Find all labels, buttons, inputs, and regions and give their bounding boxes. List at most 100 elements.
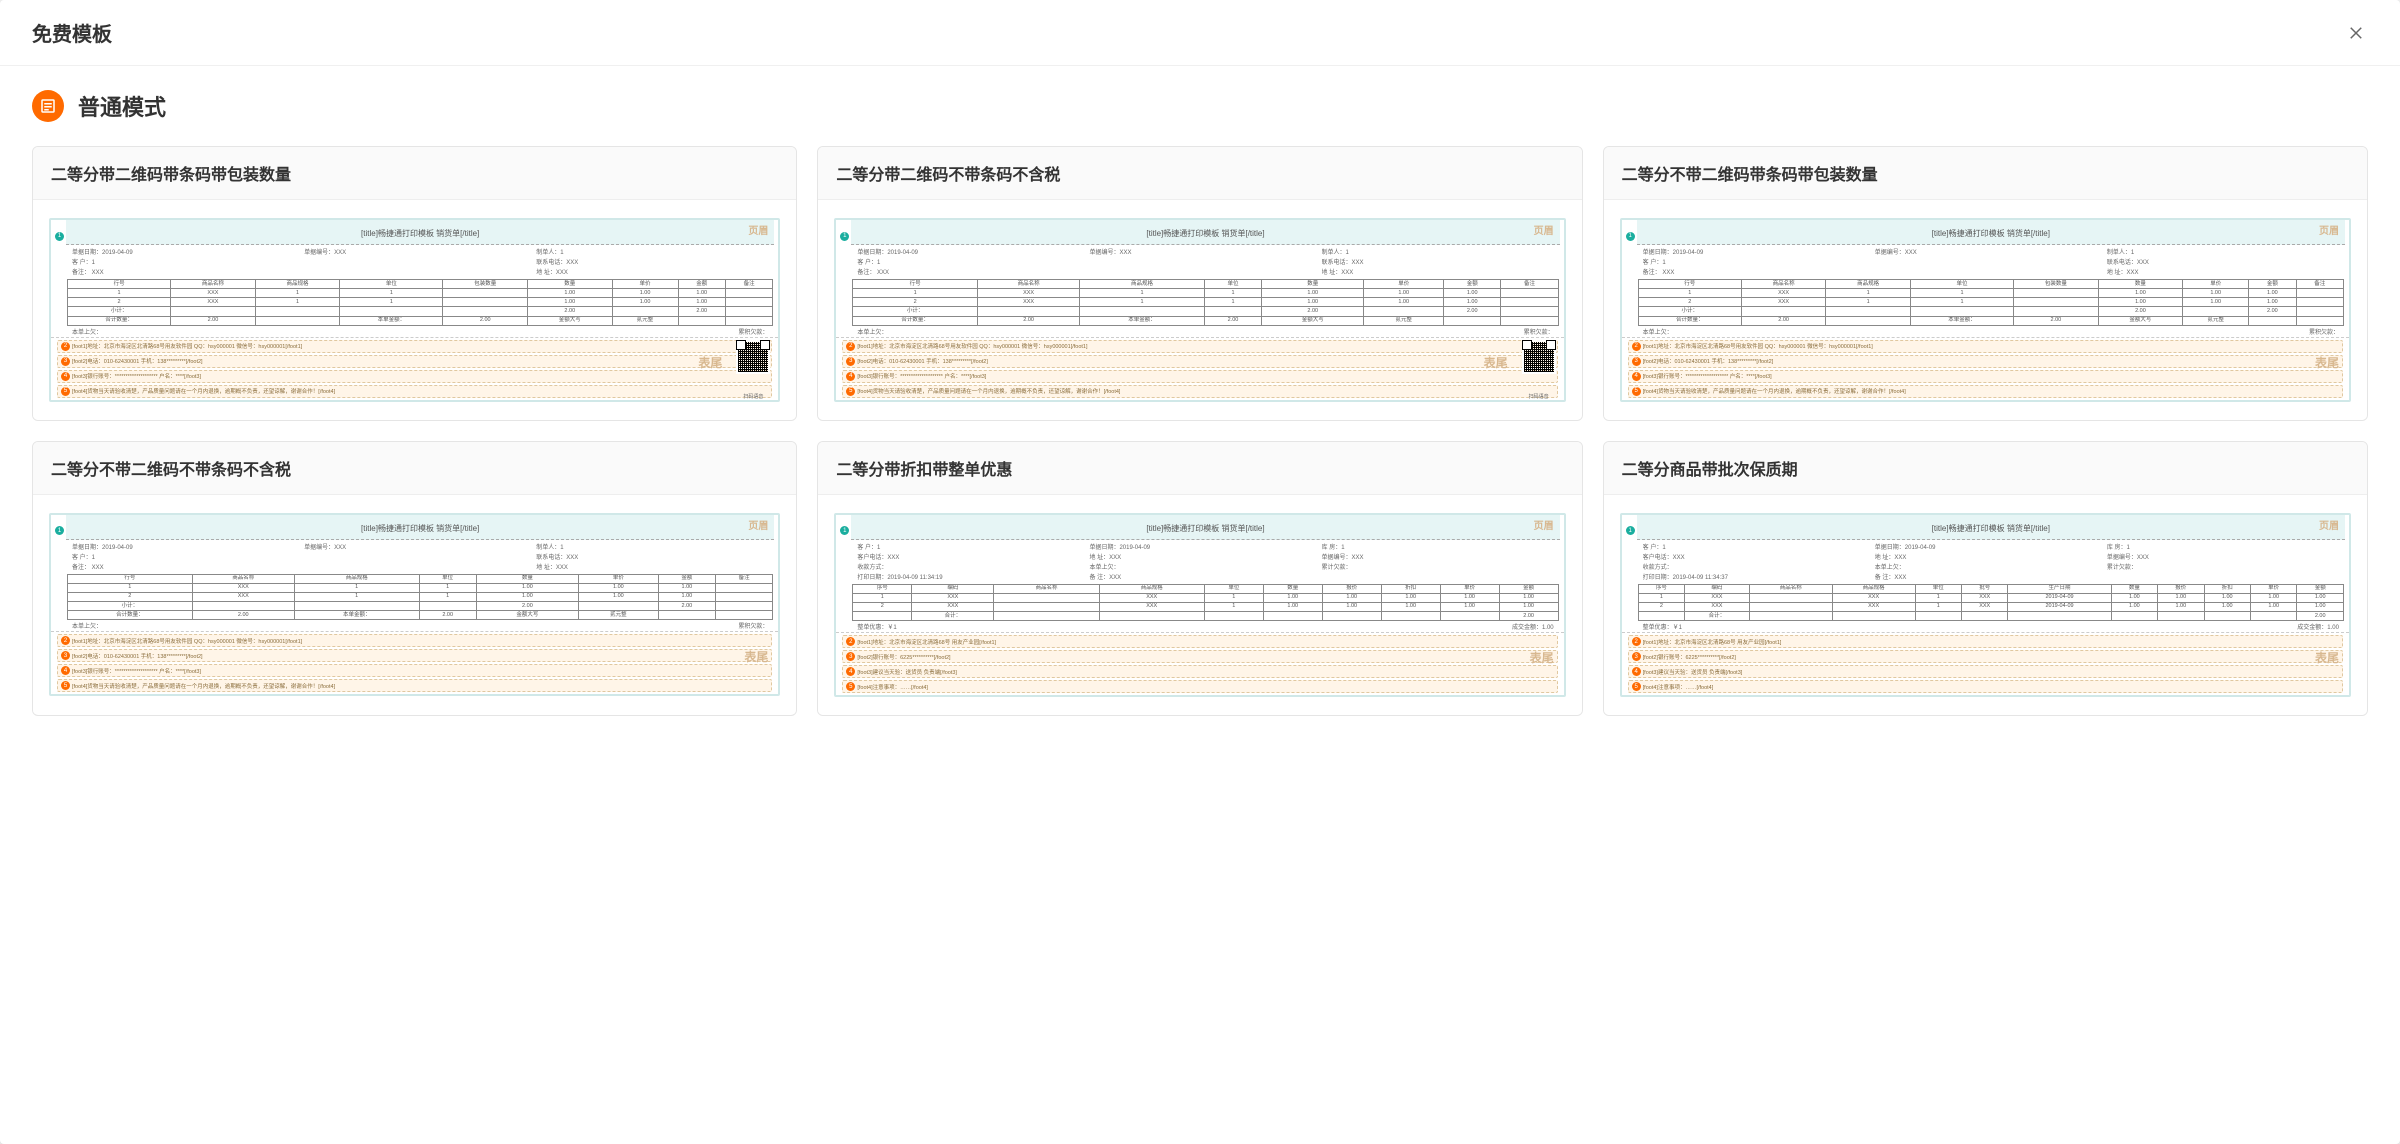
- qr-code-icon: [736, 340, 770, 374]
- preview-footer-row: 本单上欠：累积欠款：: [851, 326, 1559, 337]
- foot-line: 2[foot1]地址：北京市海淀区北清路68号用友软件园 QQ：hsy00000…: [57, 634, 772, 647]
- preview-title: [title]畅捷通打印模板 销货单[/title]: [361, 229, 479, 238]
- preview-title: [title]畅捷通打印模板 销货单[/title]: [1146, 524, 1264, 533]
- foot-bullet-icon: 5: [61, 681, 70, 690]
- foot-line: 5[foot4]货物当天请验收清楚，产品质量问题请在一个月内退换，逾期概不负责，…: [57, 385, 772, 398]
- preview-document: 1 [title]畅捷通打印模板 销货单[/title] 页眉 客 户：1单据日…: [834, 513, 1565, 698]
- foot-bullet-icon: 5: [846, 682, 855, 691]
- preview-meta: 单据日期：2019-04-09单据编号：XXX制单人：1 客 户：1联系电话：X…: [1637, 245, 2345, 279]
- foot-bullet-icon: 5: [846, 387, 855, 396]
- preview-title: [title]畅捷通打印模板 销货单[/title]: [1932, 524, 2050, 533]
- foot-bullet-icon: 3: [61, 357, 70, 366]
- preview-title: [title]畅捷通打印模板 销货单[/title]: [1932, 229, 2050, 238]
- preview-footer-row: 本单上欠：累积欠款：: [66, 326, 774, 337]
- template-card[interactable]: 二等分带折扣带整单优惠 1 [title]畅捷通打印模板 销货单[/title]…: [817, 441, 1582, 717]
- template-modal: 免费模板 普通模式 二等分带二维码带条码带包装数量 1 [title]畅捷通打印…: [0, 0, 2400, 1144]
- preview-title-bar: [title]畅捷通打印模板 销货单[/title] 页眉: [851, 220, 1559, 245]
- preview-document: 1 [title]畅捷通打印模板 销货单[/title] 页眉 单据日期：201…: [1620, 218, 2351, 402]
- template-card-title: 二等分带二维码带条码带包装数量: [51, 161, 778, 185]
- template-card[interactable]: 二等分带二维码带条码带包装数量 1 [title]畅捷通打印模板 销货单[/ti…: [32, 146, 797, 421]
- header-bullet-icon: 1: [1626, 232, 1635, 241]
- preview-document: 1 [title]畅捷通打印模板 销货单[/title] 页眉 单据日期：201…: [49, 513, 780, 697]
- template-card-header: 二等分带折扣带整单优惠: [818, 442, 1581, 495]
- header-watermark: 页眉: [748, 517, 768, 532]
- template-card-preview: 1 [title]畅捷通打印模板 销货单[/title] 页眉 客 户：1单据日…: [1604, 495, 2367, 716]
- header-bullet-icon: 1: [55, 526, 64, 535]
- header-watermark: 页眉: [748, 222, 768, 237]
- preview-document: 1 [title]畅捷通打印模板 销货单[/title] 页眉 单据日期：201…: [49, 218, 780, 402]
- preview-footer: 表尾2[foot1]地址：北京市海淀区北清路68号 用友产业园[/foot1]3…: [836, 632, 1563, 693]
- section-mode-icon: [32, 90, 64, 122]
- foot-bullet-icon: 4: [1632, 372, 1641, 381]
- foot-bullet-icon: 3: [846, 357, 855, 366]
- template-card-header: 二等分带二维码带条码带包装数量: [33, 147, 796, 200]
- foot-line: 4[foot3]建议当天验：送货员 负责端[/foot3]: [1628, 665, 2343, 678]
- header-watermark: 页眉: [2319, 517, 2339, 532]
- preview-title-bar: [title]畅捷通打印模板 销货单[/title] 页眉: [1637, 515, 2345, 540]
- template-card-preview: 1 [title]畅捷通打印模板 销货单[/title] 页眉 单据日期：201…: [33, 495, 796, 715]
- footer-watermark: 表尾: [698, 354, 722, 371]
- close-icon: [2347, 24, 2365, 42]
- modal-body: 普通模式 二等分带二维码带条码带包装数量 1 [title]畅捷通打印模板 销货…: [0, 66, 2400, 1144]
- foot-line: 2[foot1]地址：北京市海淀区北清路68号 用友产业园[/foot1]: [842, 635, 1557, 648]
- preview-table: 序号编码商品名称商品规格单位数量报价折扣单价金额1XXXXXX11.001.00…: [852, 584, 1558, 622]
- footer-watermark: 表尾: [2315, 649, 2339, 666]
- template-card-preview: 1 [title]畅捷通打印模板 销货单[/title] 页眉 单据日期：201…: [1604, 200, 2367, 420]
- foot-bullet-icon: 2: [846, 637, 855, 646]
- header-bullet-icon: 1: [1626, 526, 1635, 535]
- preview-title-bar: [title]畅捷通打印模板 销货单[/title] 页眉: [66, 515, 774, 540]
- template-card-header: 二等分不带二维码带条码带包装数量: [1604, 147, 2367, 200]
- template-card[interactable]: 二等分带二维码不带条码不含税 1 [title]畅捷通打印模板 销货单[/tit…: [817, 146, 1582, 421]
- foot-bullet-icon: 4: [846, 372, 855, 381]
- header-bullet-icon: 1: [55, 232, 64, 241]
- section-header: 普通模式: [32, 90, 2368, 122]
- preview-footer-row: 整单优惠：￥1成交金额：1.00: [1637, 621, 2345, 632]
- template-card-title: 二等分不带二维码带条码带包装数量: [1622, 161, 2349, 185]
- preview-meta: 单据日期：2019-04-09单据编号：XXX制单人：1 客 户：1联系电话：X…: [66, 245, 774, 279]
- preview-title-bar: [title]畅捷通打印模板 销货单[/title] 页眉: [851, 515, 1559, 540]
- header-bullet-icon: 1: [840, 526, 849, 535]
- template-card-preview: 1 [title]畅捷通打印模板 销货单[/title] 页眉 客 户：1单据日…: [818, 495, 1581, 716]
- foot-bullet-icon: 5: [1632, 682, 1641, 691]
- template-card-title: 二等分商品带批次保质期: [1622, 456, 2349, 480]
- preview-document: 1 [title]畅捷通打印模板 销货单[/title] 页眉 单据日期：201…: [834, 218, 1565, 402]
- foot-line: 4[foot3]银行账号：******************** 户名：***…: [57, 664, 772, 677]
- foot-line: 4[foot3]银行账号：******************** 户名：***…: [1628, 370, 2343, 383]
- close-button[interactable]: [2344, 21, 2368, 45]
- foot-line: 2[foot1]地址：北京市海淀区北清路68号用友软件园 QQ：hsy00000…: [57, 340, 772, 353]
- preview-table: 行号商品名称商品规格单位数量单价金额备注1XXX111.001.001.002X…: [852, 279, 1558, 326]
- foot-line: 5[foot4]货物当天请验收清楚，产品质量问题请在一个月内退换，逾期概不负责，…: [842, 385, 1557, 398]
- template-card[interactable]: 二等分商品带批次保质期 1 [title]畅捷通打印模板 销货单[/title]…: [1603, 441, 2368, 717]
- foot-line: 5[foot4]货物当天请验收清楚，产品质量问题请在一个月内退换，逾期概不负责，…: [1628, 385, 2343, 398]
- preview-meta: 单据日期：2019-04-09单据编号：XXX制单人：1 客 户：1联系电话：X…: [66, 540, 774, 574]
- foot-bullet-icon: 3: [846, 652, 855, 661]
- foot-bullet-icon: 3: [61, 651, 70, 660]
- foot-line: 5[foot4]注意事项：……[/foot4]: [842, 680, 1557, 693]
- foot-bullet-icon: 2: [61, 342, 70, 351]
- preview-title-bar: [title]畅捷通打印模板 销货单[/title] 页眉: [66, 220, 774, 245]
- foot-bullet-icon: 4: [846, 667, 855, 676]
- template-card-preview: 1 [title]畅捷通打印模板 销货单[/title] 页眉 单据日期：201…: [33, 200, 796, 420]
- template-card-title: 二等分带二维码不带条码不含税: [836, 161, 1563, 185]
- foot-line: 3[foot2]电话：010-62430001 手机：138*********[…: [57, 649, 772, 662]
- preview-footer-row: 本单上欠：累积欠款：: [1637, 326, 2345, 337]
- foot-bullet-icon: 5: [1632, 387, 1641, 396]
- template-card[interactable]: 二等分不带二维码不带条码不含税 1 [title]畅捷通打印模板 销货单[/ti…: [32, 441, 797, 717]
- template-card[interactable]: 二等分不带二维码带条码带包装数量 1 [title]畅捷通打印模板 销货单[/t…: [1603, 146, 2368, 421]
- section-title: 普通模式: [78, 90, 166, 122]
- foot-line: 4[foot3]银行账号：******************** 户名：***…: [57, 370, 772, 383]
- preview-table: 序号编码商品名称商品规格单位批号生产日期数量报价折扣单价金额1XXXXXX1XX…: [1638, 584, 2344, 622]
- foot-bullet-icon: 2: [1632, 637, 1641, 646]
- foot-bullet-icon: 2: [1632, 342, 1641, 351]
- foot-line: 4[foot3]建议当天验：送货员 负责端[/foot3]: [842, 665, 1557, 678]
- modal-title: 免费模板: [32, 18, 112, 47]
- modal-header: 免费模板: [0, 0, 2400, 66]
- foot-line: 4[foot3]银行账号：******************** 户名：***…: [842, 370, 1557, 383]
- preview-footer: 表尾2[foot1]地址：北京市海淀区北清路68号 用友产业园[/foot1]3…: [1622, 632, 2349, 693]
- foot-bullet-icon: 4: [61, 372, 70, 381]
- header-watermark: 页眉: [2319, 222, 2339, 237]
- template-card-title: 二等分带折扣带整单优惠: [836, 456, 1563, 480]
- foot-bullet-icon: 3: [1632, 652, 1641, 661]
- foot-line: 3[foot2]电话：010-62430001 手机：138*********[…: [1628, 355, 2343, 368]
- preview-footer: 扫码语音表尾2[foot1]地址：北京市海淀区北清路68号用友软件园 QQ：hs…: [51, 337, 778, 398]
